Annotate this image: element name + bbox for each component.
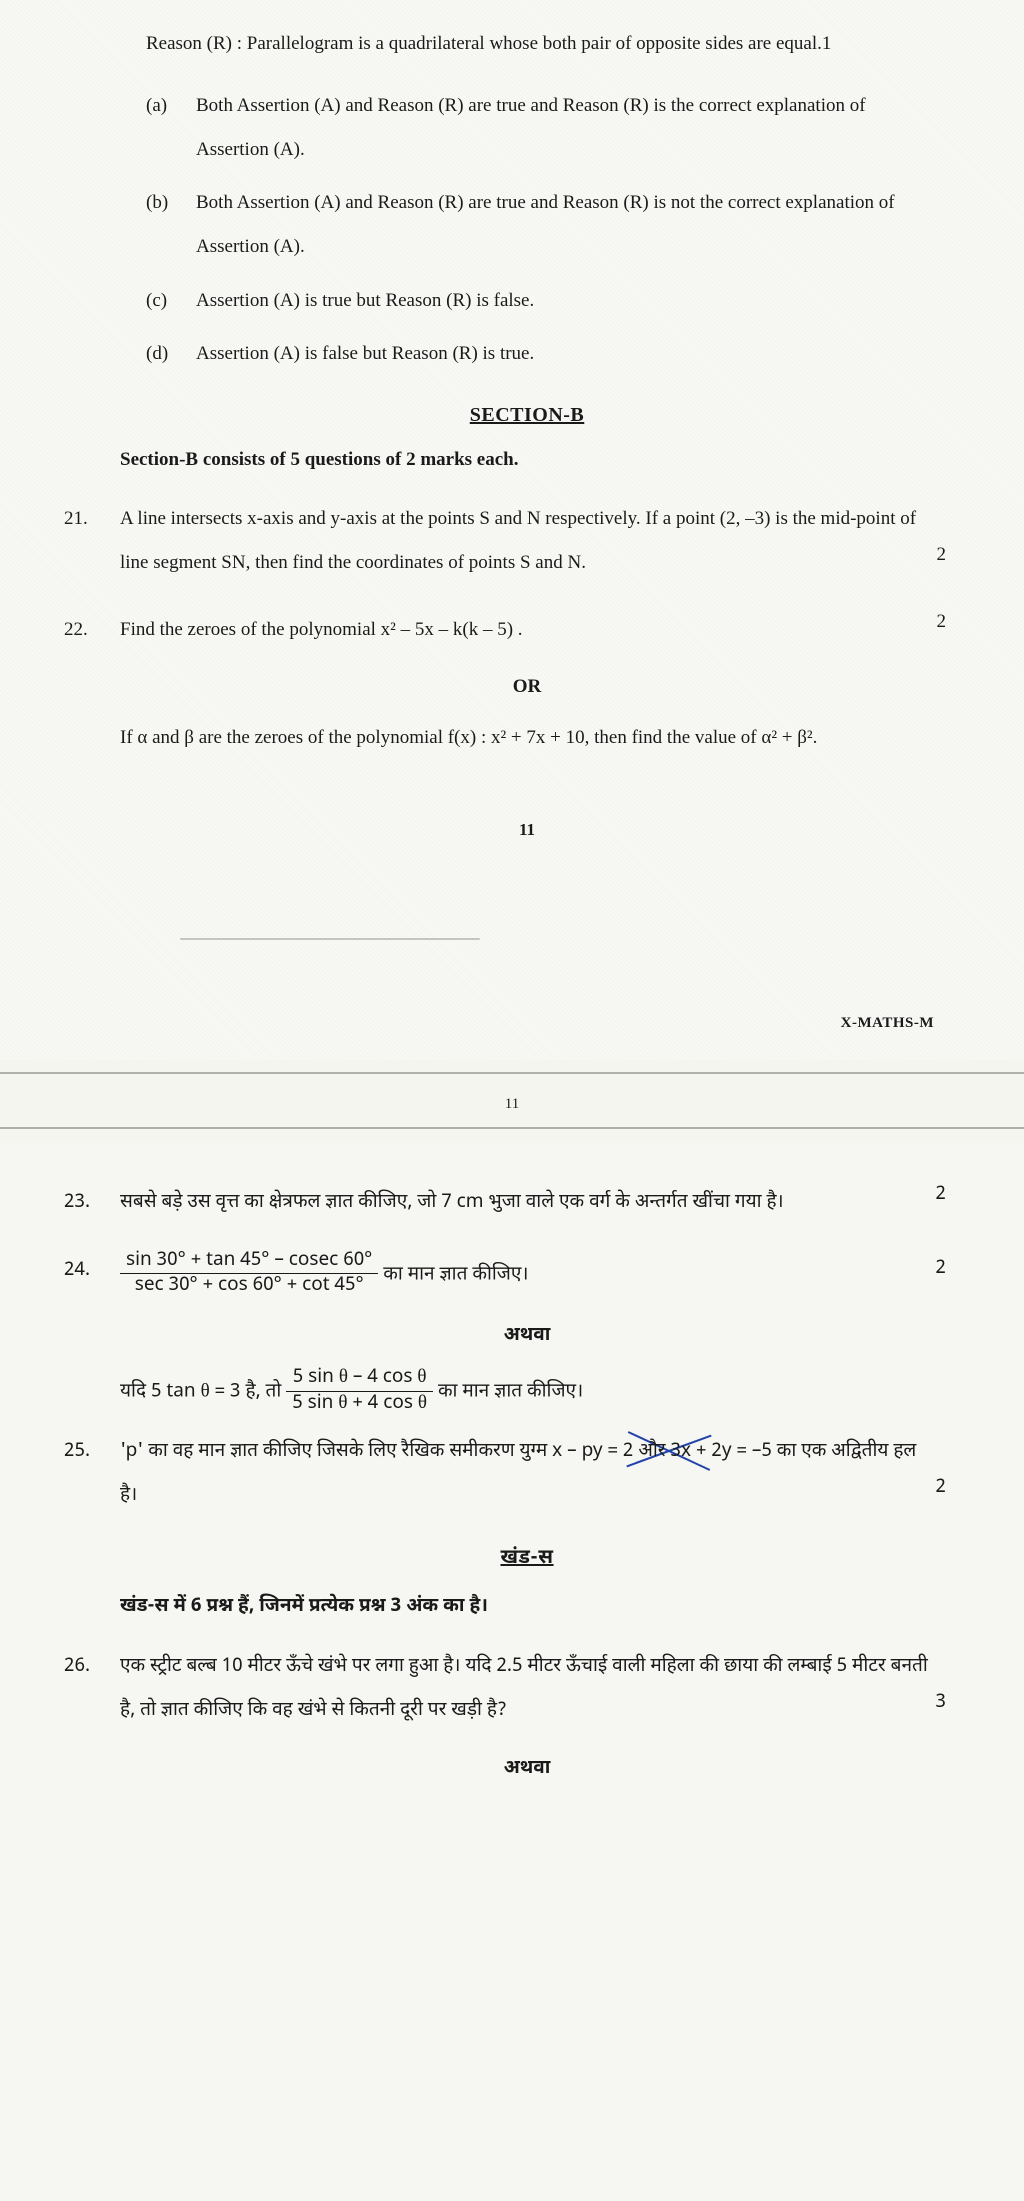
q-marks: 2 <box>936 1247 946 1291</box>
q-marks: 2 <box>937 600 947 644</box>
q-text: A line intersects x-axis and y-axis at t… <box>120 508 916 573</box>
q-body: sin 30° + tan 45° – cosec 60° sec 30° + … <box>120 1249 934 1299</box>
page-1: Reason (R) : Parallelogram is a quadrila… <box>0 0 1024 1060</box>
section-c-title: खंड-स <box>120 1546 934 1572</box>
question-22-alt: If α and β are the zeroes of the polynom… <box>120 716 934 760</box>
q-body: 'p' का वह मान ज्ञात कीजिए जिसके लिए रैखि… <box>120 1430 934 1517</box>
page-divider <box>0 1127 1024 1129</box>
reason-text: Reason (R) : Parallelogram is a quadrila… <box>120 24 934 64</box>
q-marks: 2 <box>937 533 947 577</box>
fraction-denominator: sec 30° + cos 60° + cot 45° <box>120 1274 378 1299</box>
scan-number: 11 <box>0 1086 1024 1115</box>
option-a: (a) Both Assertion (A) and Reason (R) ar… <box>120 84 934 171</box>
option-d: (d) Assertion (A) is false but Reason (R… <box>120 332 934 376</box>
or-separator: OR <box>120 676 934 698</box>
q-after: का मान ज्ञात कीजिए। <box>383 1262 528 1287</box>
alt-after: का मान ज्ञात कीजिए। <box>438 1379 583 1404</box>
paper-code: X-MATHS-M <box>841 1015 934 1032</box>
question-24: 24. sin 30° + tan 45° – cosec 60° sec 30… <box>120 1249 934 1299</box>
section-c-desc: खंड-स में 6 प्रश्न हैं, जिनमें प्रत्येक … <box>120 1594 934 1619</box>
q-text: एक स्ट्रीट बल्ब 10 मीटर ऊँचे खंभे पर लगा… <box>120 1654 928 1723</box>
option-text: Both Assertion (A) and Reason (R) are tr… <box>196 181 934 268</box>
q-number: 23. <box>64 1181 120 1225</box>
fraction-numerator: sin 30° + tan 45° – cosec 60° <box>120 1249 378 1275</box>
q-marks: 3 <box>936 1681 946 1725</box>
q-text: सबसे बड़े उस वृत्त का क्षेत्रफल ज्ञात की… <box>120 1190 784 1215</box>
page-number: 11 <box>120 820 934 840</box>
option-b: (b) Both Assertion (A) and Reason (R) ar… <box>120 181 934 268</box>
page-2: 23. सबसे बड़े उस वृत्त का क्षेत्रफल ज्ञा… <box>0 1141 1024 2201</box>
alt-pre: यदि 5 tan θ = 3 है, तो <box>120 1379 286 1404</box>
option-text: Assertion (A) is false but Reason (R) is… <box>196 332 934 376</box>
question-21: 21. A line intersects x-axis and y-axis … <box>120 497 934 584</box>
q-body: सबसे बड़े उस वृत्त का क्षेत्रफल ज्ञात की… <box>120 1181 934 1225</box>
page-divider <box>0 1072 1024 1074</box>
question-23: 23. सबसे बड़े उस वृत्त का क्षेत्रफल ज्ञा… <box>120 1181 934 1225</box>
q-text: 'p' का वह मान ज्ञात कीजिए जिसके लिए रैखि… <box>120 1439 916 1508</box>
q-body: एक स्ट्रीट बल्ब 10 मीटर ऊँचे खंभे पर लगा… <box>120 1645 934 1732</box>
q-marks: 2 <box>936 1173 946 1217</box>
option-text: Both Assertion (A) and Reason (R) are tr… <box>196 84 934 171</box>
q-number: 24. <box>64 1249 120 1299</box>
q-marks: 2 <box>936 1466 946 1510</box>
question-26: 26. एक स्ट्रीट बल्ब 10 मीटर ऊँचे खंभे पर… <box>120 1645 934 1732</box>
option-c: (c) Assertion (A) is true but Reason (R)… <box>120 279 934 323</box>
q-number: 26. <box>64 1645 120 1732</box>
q-body: Find the zeroes of the polynomial x² – 5… <box>120 608 934 652</box>
q-number: 25. <box>64 1430 120 1517</box>
or-separator: अथवा <box>120 1323 934 1348</box>
question-25: 25. 'p' का वह मान ज्ञात कीजिए जिसके लिए … <box>120 1430 934 1517</box>
option-label: (d) <box>146 332 196 376</box>
q-text: Find the zeroes of the polynomial x² – 5… <box>120 619 523 640</box>
fraction-numerator: 5 sin θ – 4 cos θ <box>286 1366 433 1392</box>
option-label: (c) <box>146 279 196 323</box>
section-b-title: SECTION-B <box>120 404 934 427</box>
option-text: Assertion (A) is true but Reason (R) is … <box>196 279 934 323</box>
question-22: 22. Find the zeroes of the polynomial x²… <box>120 608 934 652</box>
q-body: A line intersects x-axis and y-axis at t… <box>120 497 934 584</box>
section-b-desc: Section-B consists of 5 questions of 2 m… <box>120 449 934 471</box>
question-24-alt: यदि 5 tan θ = 3 है, तो 5 sin θ – 4 cos θ… <box>120 1366 934 1416</box>
fraction-denominator: 5 sin θ + 4 cos θ <box>286 1392 433 1417</box>
pencil-mark <box>180 938 480 940</box>
option-label: (a) <box>146 84 196 171</box>
or-separator: अथवा <box>120 1756 934 1781</box>
option-label: (b) <box>146 181 196 268</box>
q-number: 21. <box>64 497 120 584</box>
q-number: 22. <box>64 608 120 652</box>
